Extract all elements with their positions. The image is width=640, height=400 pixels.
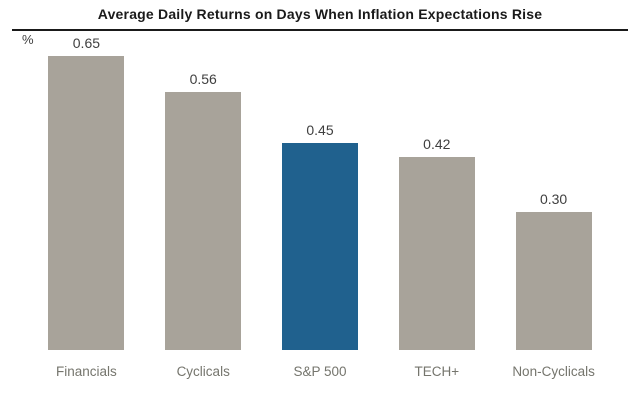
bar [515, 212, 592, 350]
bar-value-label: 0.30 [539, 191, 568, 207]
bar-group: 0.42 TECH+ [378, 35, 495, 381]
bar-value-label: 0.56 [189, 71, 217, 87]
bar-value-label: 0.65 [72, 35, 101, 51]
bar [165, 92, 242, 350]
category-label: S&P 500 [293, 364, 347, 379]
bar-value-label: 0.45 [306, 122, 334, 138]
bar-group: 0.30 Non-Cyclicals [495, 35, 612, 381]
bar-group: 0.56 Cyclicals [145, 35, 262, 381]
bar [398, 157, 475, 350]
bar-value-label: 0.42 [423, 136, 451, 152]
bar-chart: 0.65 Financials 0.56 Cyclicals 0.45 S&P 500 0.… [0, 35, 640, 381]
category-label: Financials [56, 364, 117, 379]
bar [281, 143, 358, 350]
bar-group: 0.65 Financials [28, 35, 145, 381]
category-label: Non-Cyclicals [512, 364, 595, 379]
y-axis-unit-label: % [22, 32, 34, 47]
bar-group: 0.45 S&P 500 [262, 35, 379, 381]
bar [48, 56, 125, 350]
category-label: TECH+ [414, 364, 460, 379]
category-label: Cyclicals [176, 364, 230, 379]
chart-title: Average Daily Returns on Days When Infla… [97, 6, 543, 22]
chart-header: Average Daily Returns on Days When Infla… [12, 6, 628, 31]
